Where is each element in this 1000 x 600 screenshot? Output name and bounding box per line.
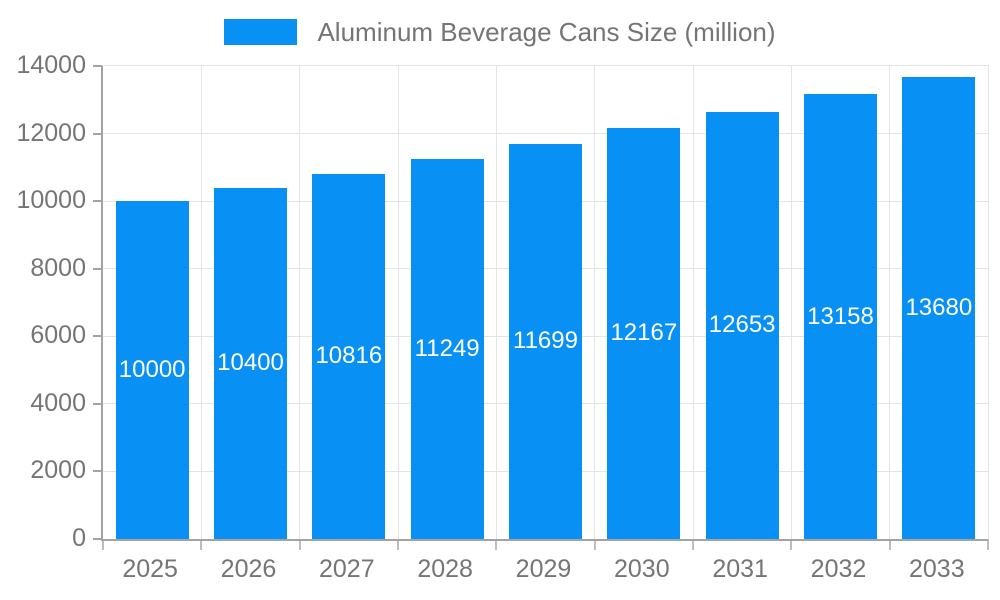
legend-label: Aluminum Beverage Cans Size (million) [317,17,776,47]
bar[interactable]: 10000 [115,201,189,539]
y-axis-tick [93,200,101,203]
legend-swatch [224,19,298,45]
y-axis-tick-label: 4000 [30,388,86,417]
y-axis-tick [93,470,101,473]
bar[interactable]: 11249 [410,158,484,539]
x-axis-tick-label: 2025 [122,555,178,583]
bar[interactable]: 12653 [705,111,779,539]
bar-value-label: 13680 [905,293,973,321]
bar[interactable]: 13158 [804,94,877,539]
bar[interactable]: 10816 [312,173,386,539]
v-gridline [495,66,497,539]
y-axis-tick-label: 8000 [30,253,86,282]
x-axis-tick-label: 2032 [810,555,867,583]
x-axis-tick [397,541,399,550]
v-gridline [299,66,301,539]
bar[interactable]: 11699 [509,143,582,539]
plot-area: 10000 10400 10816 11249 11699 12167 12653 13158… [93,65,989,550]
y-axis-tick [93,267,101,270]
y-axis-tick-label: 10000 [16,186,86,215]
bar-value-label: 10816 [315,342,383,370]
y-axis-tick [93,402,101,405]
x-axis-tick [298,541,301,550]
x-axis-tick-label: 2033 [909,555,965,583]
bar-value-label: 10000 [118,356,186,384]
bar-value-label: 12167 [610,319,678,347]
x-axis-tick [495,541,498,550]
x-axis-tick [593,541,596,550]
bar[interactable]: 13680 [902,76,976,539]
x-axis-tick-label: 2031 [712,555,768,583]
x-axis-tick [200,541,203,550]
h-gridline [103,133,988,135]
x-axis-tick-label: 2029 [515,555,572,583]
y-axis-tick-label: 6000 [30,321,86,350]
bar-value-label: 10400 [217,349,284,377]
bar-value-label: 11699 [513,327,578,355]
x-axis-tick-label: 2030 [614,555,670,583]
x-axis-tick [102,541,104,550]
bar-value-label: 12653 [708,311,776,339]
v-gridline [594,66,596,539]
y-axis-tick [93,538,101,540]
bar-value-label: 11249 [414,334,480,362]
y-axis-tick-label: 2000 [30,456,86,485]
y-axis-tick-label: 12000 [16,118,86,147]
chart-legend[interactable]: Aluminum Beverage Cans Size (million) [0,12,1000,52]
x-axis-tick [790,541,793,550]
x-axis-tick-label: 2026 [220,555,277,583]
x-axis-tick [692,541,694,550]
v-gridline [200,66,202,539]
bar[interactable]: 12167 [607,127,681,539]
v-gridline [692,66,694,539]
y-axis-tick [93,65,101,67]
x-axis-tick [987,541,989,550]
bar-value-label: 13158 [807,302,874,330]
y-axis-tick-label: 0 [72,524,86,552]
bar[interactable]: 10400 [214,187,287,539]
v-gridline [790,66,792,539]
y-axis-tick [93,335,101,338]
x-axis-tick-label: 2028 [417,555,473,583]
x-axis-tick [888,541,891,550]
y-axis-tick-label: 14000 [16,51,86,79]
v-gridline [397,66,399,539]
y-axis-tick [93,132,101,135]
x-axis-tick-label: 2027 [319,555,375,583]
v-gridline [889,66,891,539]
